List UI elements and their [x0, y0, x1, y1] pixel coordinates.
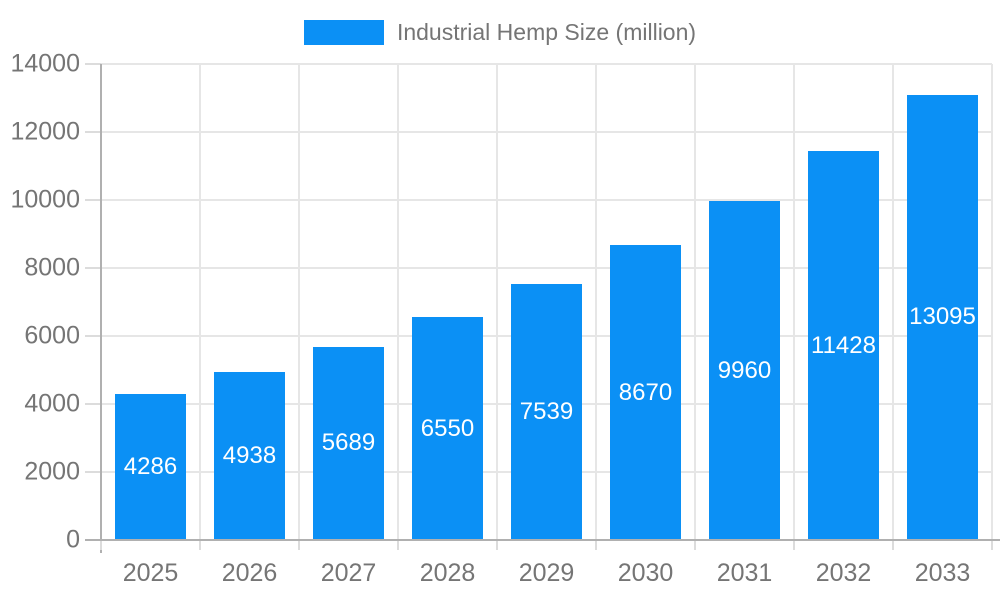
y-axis-tick: [85, 131, 101, 133]
bar[interactable]: 13095: [907, 94, 978, 540]
bar-value-label: 13095: [909, 303, 976, 331]
y-axis-tick-label: 10000: [10, 185, 80, 214]
bar-value-label: 9960: [717, 356, 772, 384]
bar-value-label: 6550: [420, 414, 475, 442]
bar[interactable]: 6550: [412, 317, 483, 540]
bar-value-label: 7539: [519, 397, 574, 425]
x-axis-tick-label: 2025: [122, 559, 179, 587]
legend-swatch[interactable]: [303, 20, 384, 45]
gridline-horizontal: [101, 199, 992, 201]
y-axis-tick: [85, 63, 101, 65]
y-axis-tick-label: 8000: [24, 253, 80, 282]
y-axis-tick: [85, 403, 101, 405]
x-axis-tick-label: 2027: [320, 559, 377, 587]
bar[interactable]: 4938: [214, 372, 285, 540]
gridline-vertical: [793, 64, 795, 540]
bar-value-label: 5689: [321, 429, 376, 457]
y-axis-tick-label: 0: [66, 525, 80, 554]
x-axis-tick: [595, 541, 597, 550]
gridline-vertical: [397, 64, 399, 540]
gridline-vertical: [496, 64, 498, 540]
bar-value-label: 11428: [811, 331, 876, 359]
x-axis-tick-label: 2029: [518, 559, 575, 587]
bar-value-label: 4938: [222, 442, 277, 470]
plot-area: 4286 4938 5689 6550 7539 8670 9960 11428 13095: [101, 63, 993, 540]
bar[interactable]: 7539: [511, 283, 582, 540]
chart-legend[interactable]: Industrial Hemp Size (million): [0, 20, 1000, 45]
y-axis-tick-label: 6000: [24, 321, 80, 350]
gridline-horizontal: [101, 131, 992, 133]
x-axis-labels: 2025 2026 2027 2028 2029 2030 2031 2032 2033: [101, 559, 992, 589]
y-axis-tick-label: 2000: [24, 457, 80, 486]
x-axis-tick: [496, 541, 498, 550]
y-axis-line: [100, 64, 102, 553]
y-axis-tick: [85, 267, 101, 269]
gridline-vertical: [298, 64, 300, 540]
x-axis-tick-label: 2026: [221, 559, 278, 587]
bar[interactable]: 11428: [808, 151, 879, 540]
gridline-vertical: [991, 64, 993, 540]
y-axis-tick-label: 4000: [24, 389, 80, 418]
x-axis-tick: [397, 541, 399, 550]
bar[interactable]: 8670: [610, 245, 681, 540]
gridline-horizontal: [101, 267, 992, 269]
x-axis-tick: [298, 541, 300, 550]
x-axis-tick: [694, 541, 696, 550]
bar-value-label: 4286: [123, 453, 178, 481]
bar[interactable]: 4286: [115, 394, 186, 540]
gridline-vertical: [595, 64, 597, 540]
y-axis-tick: [85, 199, 101, 201]
x-axis-line: [85, 539, 1000, 541]
bar-value-label: 8670: [618, 378, 673, 406]
x-axis-tick-label: 2033: [914, 559, 971, 587]
x-axis-tick: [991, 541, 993, 550]
x-axis-tick-label: 2030: [617, 559, 674, 587]
y-axis-labels: 0 2000 4000 6000 8000 10000 12000 14000: [0, 0, 80, 600]
y-axis-tick: [85, 471, 101, 473]
x-axis-tick-label: 2031: [716, 559, 773, 587]
y-axis-tick-label: 14000: [10, 49, 80, 78]
bar[interactable]: 9960: [709, 201, 780, 540]
x-axis-tick: [793, 541, 795, 550]
y-axis-tick-label: 12000: [10, 117, 80, 146]
legend-label[interactable]: Industrial Hemp Size (million): [396, 19, 697, 45]
y-axis-tick: [85, 335, 101, 337]
bar[interactable]: 5689: [313, 346, 384, 540]
x-axis-tick-label: 2032: [815, 559, 872, 587]
gridline-horizontal: [101, 63, 992, 65]
x-axis-tick: [199, 541, 201, 550]
x-axis-tick: [892, 541, 894, 550]
x-axis-tick: [100, 541, 102, 550]
gridline-vertical: [892, 64, 894, 540]
gridline-vertical: [199, 64, 201, 540]
gridline-vertical: [694, 64, 696, 540]
x-axis-tick-label: 2028: [419, 559, 476, 587]
